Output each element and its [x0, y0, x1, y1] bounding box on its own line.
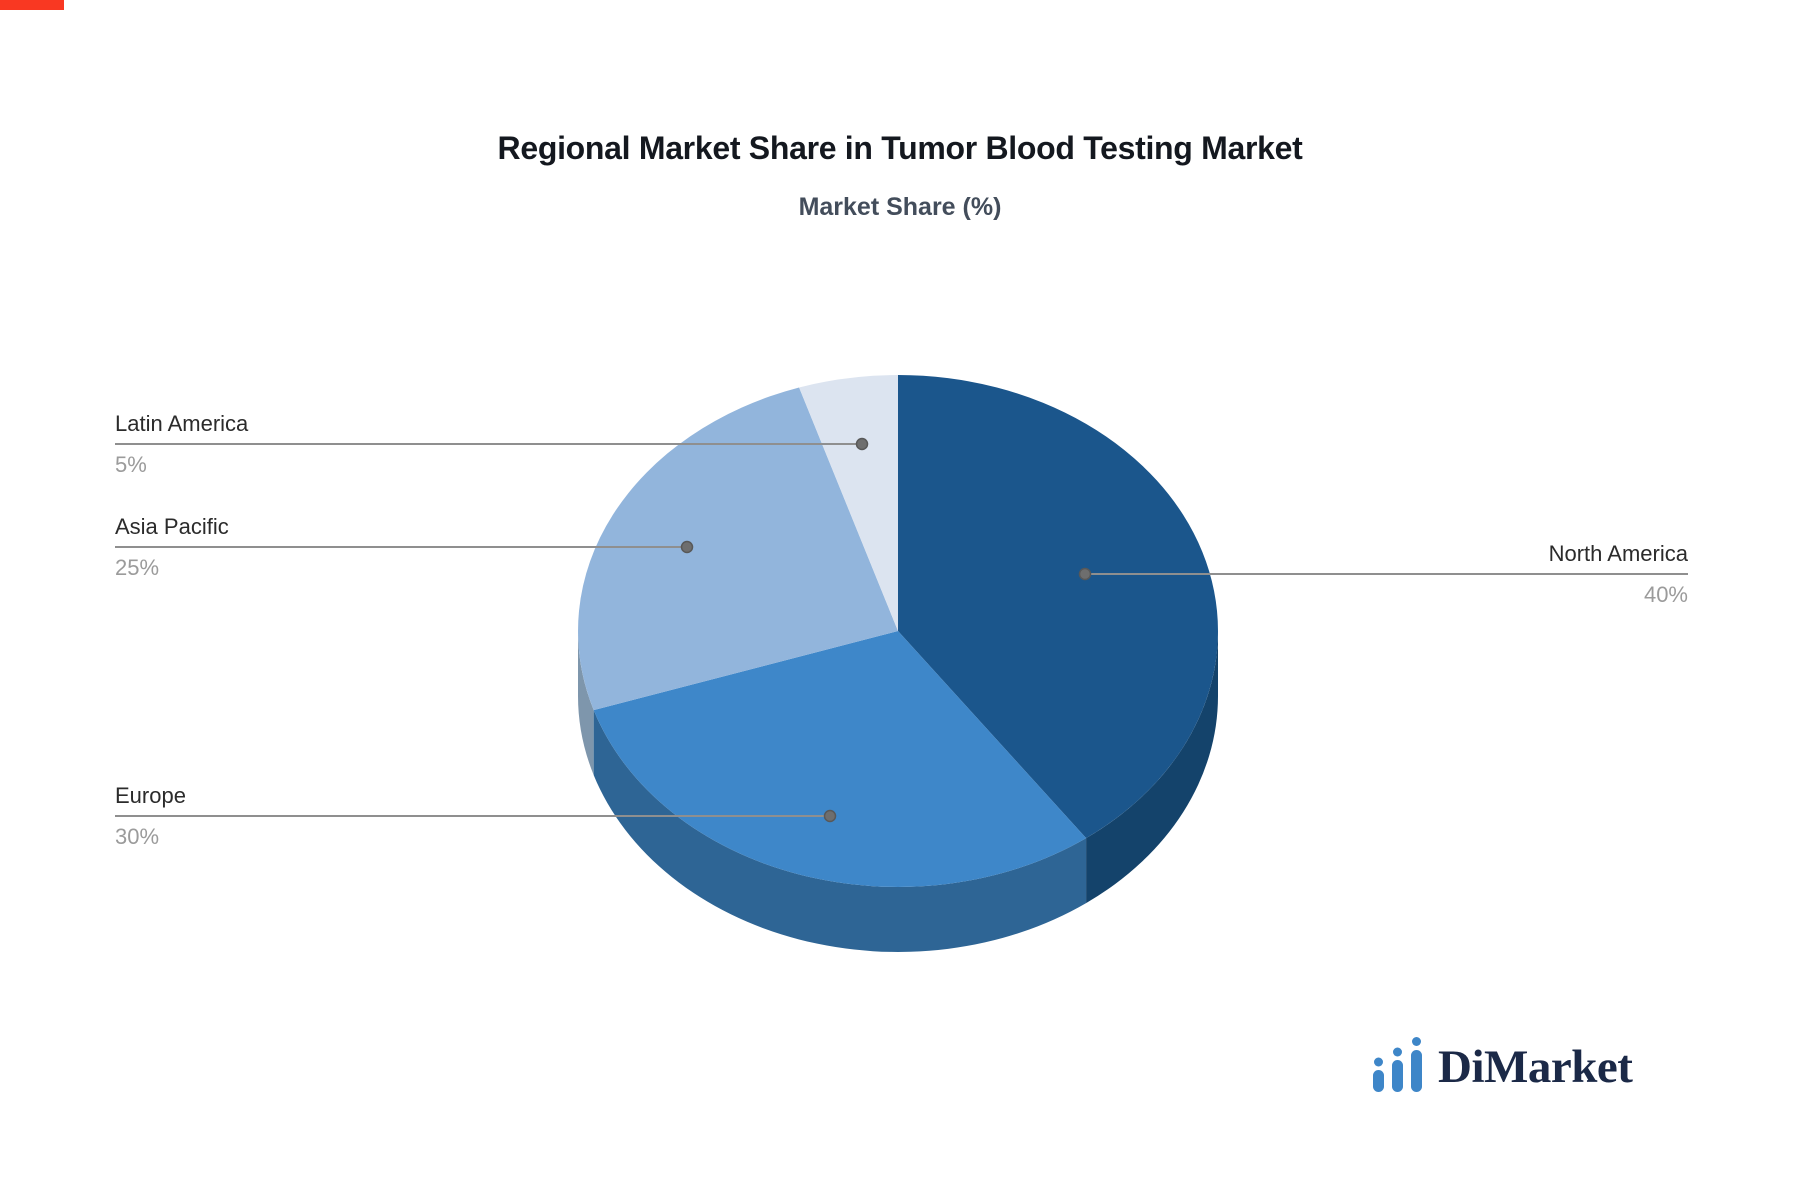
leader-dot-europe	[823, 809, 837, 823]
callout-label-north-america: North America	[1548, 541, 1688, 566]
leader-lines	[115, 443, 1688, 817]
callout-value-north-america: 40%	[1643, 582, 1688, 607]
callout-value-europe: 30%	[115, 824, 160, 849]
callout-label-latin-america: Latin America	[115, 411, 249, 436]
callout-value-asia-pacific: 25%	[115, 555, 160, 580]
logo-wordmark: DiMarket	[1438, 1041, 1633, 1094]
leader-dot-north-america	[1078, 567, 1092, 581]
pie-slice-latin-america[interactable]	[799, 375, 898, 631]
callout-value-latin-america: 5%	[115, 452, 147, 477]
callout-label-europe: Europe	[115, 783, 186, 808]
leader-dot-asia-pacific	[680, 540, 694, 554]
pie-side-north-america	[1086, 631, 1218, 904]
pie-slice-north-america[interactable]	[898, 375, 1218, 839]
pie-slice-asia-pacific[interactable]	[578, 387, 898, 711]
leader-dot-latin-america	[855, 437, 869, 451]
chart-title: Regional Market Share in Tumor Blood Tes…	[497, 130, 1303, 166]
pie-slice-europe[interactable]	[593, 631, 1087, 887]
top-left-red-marker	[0, 0, 64, 10]
dimarket-logo: DiMarket	[1372, 1036, 1633, 1094]
pie-side-europe	[593, 710, 1087, 952]
bar-chart-logo-icon	[1373, 1037, 1422, 1092]
leader-dots	[680, 437, 1092, 823]
callout-label-asia-pacific: Asia Pacific	[115, 514, 229, 539]
chart-subtitle: Market Share (%)	[798, 193, 1002, 221]
pie-side-asia-pacific	[578, 631, 594, 776]
